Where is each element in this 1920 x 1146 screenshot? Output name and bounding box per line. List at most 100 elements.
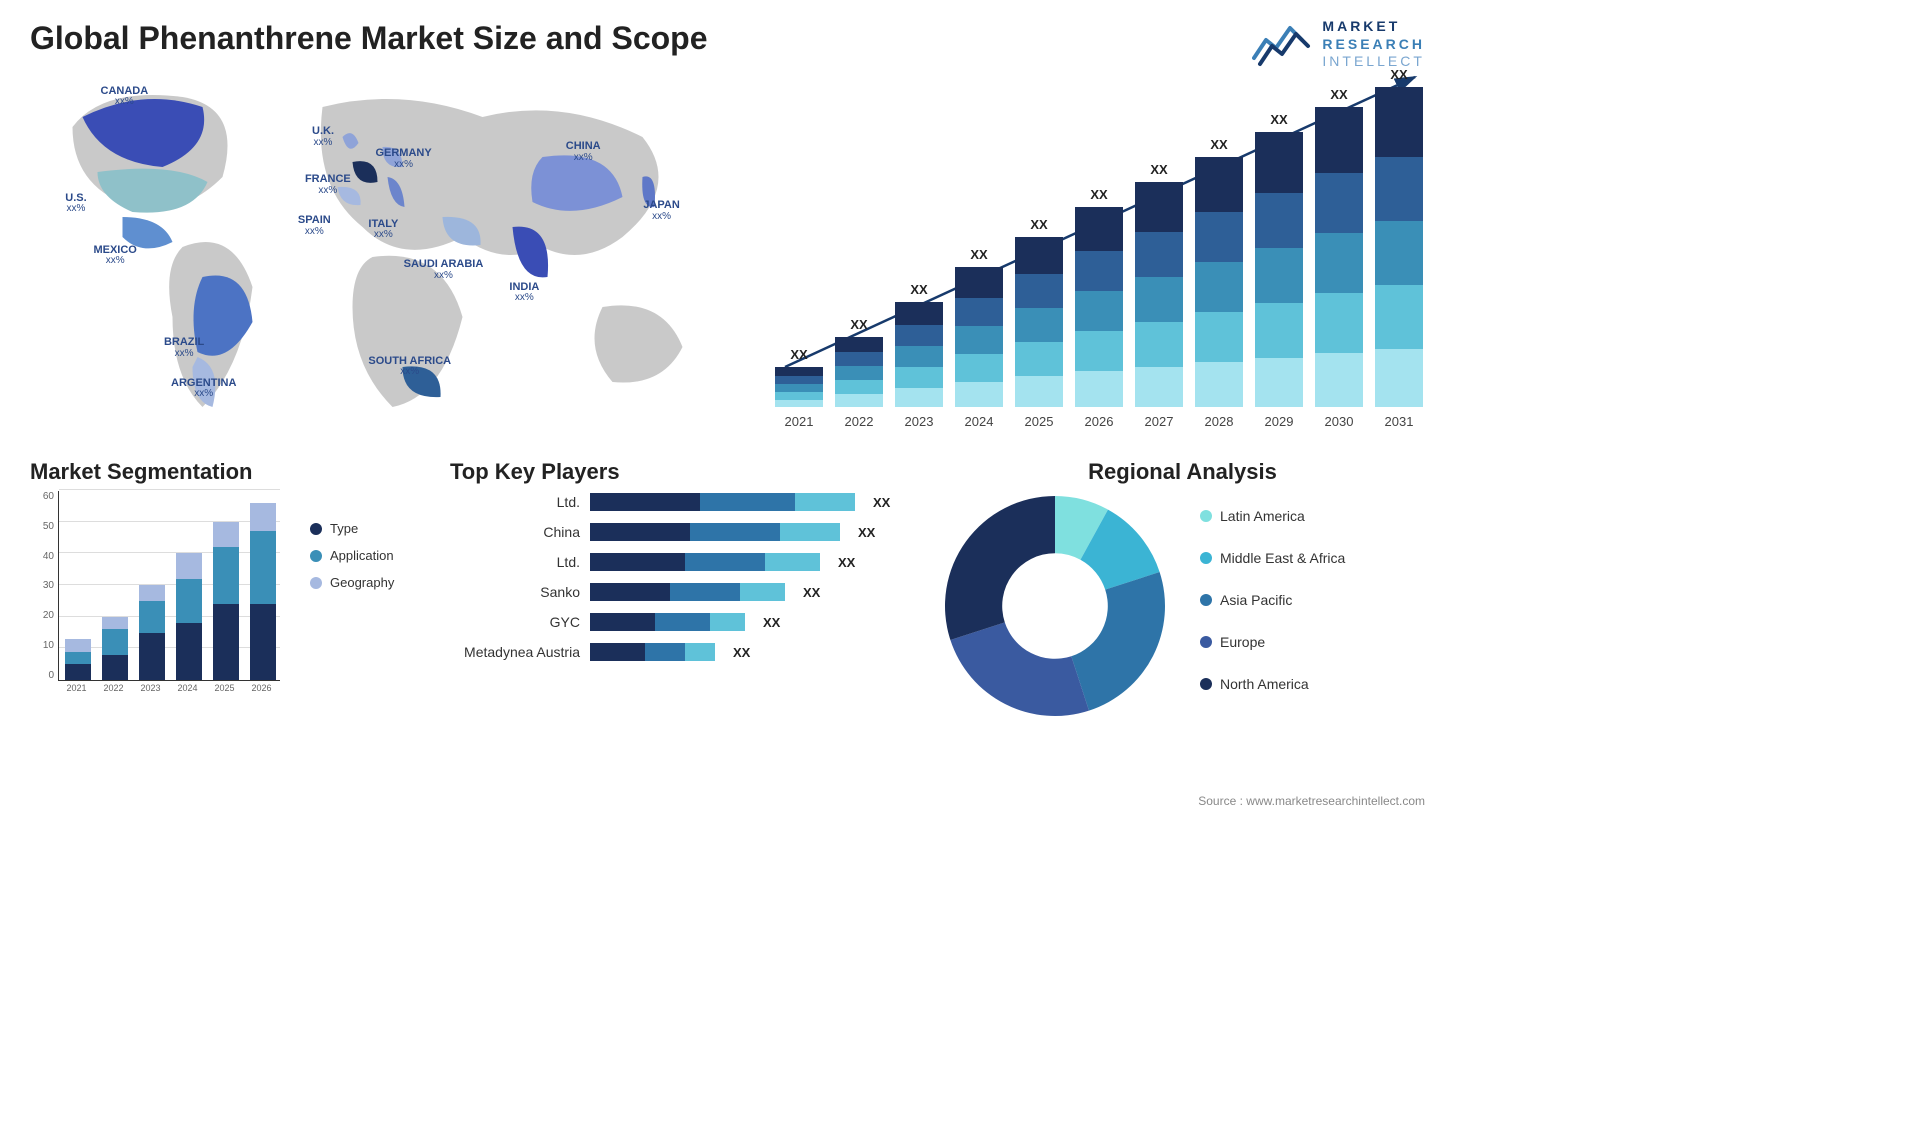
donut-slice-asia-pacific xyxy=(1071,572,1165,711)
logo-mark-icon xyxy=(1252,18,1312,68)
player-bar xyxy=(590,643,715,661)
growth-bar-value: XX xyxy=(1075,187,1123,202)
map-label-japan: JAPANxx% xyxy=(643,200,679,222)
player-label: Ltd. xyxy=(450,554,580,570)
player-value: XX xyxy=(838,555,855,570)
seg-bar-2024 xyxy=(176,553,202,680)
player-label: GYC xyxy=(450,614,580,630)
world-map: CANADAxx% U.S.xx% MEXICOxx% BRAZILxx% ARGENT… xyxy=(30,67,735,437)
map-label-china: CHINAxx% xyxy=(566,141,601,163)
map-label-uk: U.K.xx% xyxy=(312,126,334,148)
regional-legend-item: Asia Pacific xyxy=(1200,592,1345,608)
segmentation-legend: Type Application Geography xyxy=(310,521,394,602)
growth-year-label: 2031 xyxy=(1375,414,1423,429)
growth-bar-2030: XX xyxy=(1315,107,1363,407)
growth-bar-value: XX xyxy=(1375,67,1423,82)
growth-bar-2024: XX xyxy=(955,267,1003,407)
growth-bar-value: XX xyxy=(895,282,943,297)
map-label-italy: ITALYxx% xyxy=(368,219,398,241)
map-label-us: U.S.xx% xyxy=(65,193,86,215)
logo-text-2: RESEARCH xyxy=(1322,36,1425,54)
player-label: Sanko xyxy=(450,584,580,600)
player-bar xyxy=(590,613,745,631)
growth-bar-value: XX xyxy=(1015,217,1063,232)
player-row: Sanko XX xyxy=(450,583,920,601)
regional-legend-item: Latin America xyxy=(1200,508,1345,524)
growth-bar-2022: XX xyxy=(835,337,883,407)
page-title: Global Phenanthrene Market Size and Scop… xyxy=(30,20,1425,57)
growth-bar-value: XX xyxy=(835,317,883,332)
growth-bar-value: XX xyxy=(955,247,1003,262)
growth-year-label: 2026 xyxy=(1075,414,1123,429)
map-label-canada: CANADAxx% xyxy=(101,86,149,108)
player-value: XX xyxy=(858,525,875,540)
donut-slice-north-america xyxy=(945,496,1055,640)
player-label: Metadynea Austria xyxy=(450,644,580,660)
seg-bar-2026 xyxy=(250,503,276,680)
growth-bar-2021: XX xyxy=(775,367,823,407)
growth-year-label: 2030 xyxy=(1315,414,1363,429)
growth-bar-2028: XX xyxy=(1195,157,1243,407)
growth-bar-2023: XX xyxy=(895,302,943,407)
growth-bar-value: XX xyxy=(1195,137,1243,152)
player-label: China xyxy=(450,524,580,540)
growth-year-label: 2029 xyxy=(1255,414,1303,429)
seg-bar-2023 xyxy=(139,585,165,680)
player-row: China XX xyxy=(450,523,920,541)
donut-slice-europe xyxy=(950,622,1089,716)
map-label-spain: SPAINxx% xyxy=(298,215,331,237)
growth-bar-2029: XX xyxy=(1255,132,1303,407)
seg-legend-item: Geography xyxy=(310,575,394,590)
growth-year-label: 2024 xyxy=(955,414,1003,429)
player-bar xyxy=(590,553,820,571)
growth-bar-2025: XX xyxy=(1015,237,1063,407)
regional-legend: Latin America Middle East & Africa Asia Pa… xyxy=(1200,508,1345,704)
growth-bar-2026: XX xyxy=(1075,207,1123,407)
regional-legend-item: Middle East & Africa xyxy=(1200,550,1345,566)
map-label-france: FRANCExx% xyxy=(305,174,351,196)
regional-legend-item: North America xyxy=(1200,676,1345,692)
map-label-southafrica: SOUTH AFRICAxx% xyxy=(368,356,451,378)
growth-chart: XXXXXXXXXXXXXXXXXXXXXX 20212022202320242… xyxy=(765,67,1425,437)
seg-legend-item: Application xyxy=(310,548,394,563)
player-value: XX xyxy=(733,645,750,660)
player-bar xyxy=(590,523,840,541)
growth-bar-value: XX xyxy=(1315,87,1363,102)
map-label-saudiarabia: SAUDI ARABIAxx% xyxy=(404,259,484,281)
regional-legend-item: Europe xyxy=(1200,634,1345,650)
players-title: Top Key Players xyxy=(450,459,920,485)
growth-year-label: 2028 xyxy=(1195,414,1243,429)
map-label-brazil: BRAZILxx% xyxy=(164,337,204,359)
logo-text-1: MARKET xyxy=(1322,18,1425,36)
player-label: Ltd. xyxy=(450,494,580,510)
player-row: Ltd. XX xyxy=(450,553,920,571)
growth-bar-2031: XX xyxy=(1375,87,1423,407)
segmentation-title: Market Segmentation xyxy=(30,459,430,485)
growth-bar-2027: XX xyxy=(1135,182,1183,407)
seg-bar-2021 xyxy=(65,639,91,680)
regional-panel: Regional Analysis Latin AmericaMiddle Ea… xyxy=(940,459,1425,721)
map-label-argentina: ARGENTINAxx% xyxy=(171,378,236,400)
player-bar xyxy=(590,493,855,511)
seg-legend-item: Type xyxy=(310,521,394,536)
growth-year-label: 2027 xyxy=(1135,414,1183,429)
segmentation-panel: Market Segmentation 6050403020100 202120… xyxy=(30,459,430,701)
player-row: GYC XX xyxy=(450,613,920,631)
growth-year-label: 2021 xyxy=(775,414,823,429)
growth-bar-value: XX xyxy=(1135,162,1183,177)
player-value: XX xyxy=(873,495,890,510)
seg-bar-2025 xyxy=(213,522,239,680)
player-value: XX xyxy=(763,615,780,630)
seg-bar-2022 xyxy=(102,617,128,680)
growth-year-label: 2023 xyxy=(895,414,943,429)
player-value: XX xyxy=(803,585,820,600)
player-row: Metadynea Austria XX xyxy=(450,643,920,661)
growth-bar-value: XX xyxy=(775,347,823,362)
player-row: Ltd. XX xyxy=(450,493,920,511)
map-label-mexico: MEXICOxx% xyxy=(93,245,136,267)
growth-year-label: 2025 xyxy=(1015,414,1063,429)
map-label-germany: GERMANYxx% xyxy=(375,148,431,170)
map-country-usa xyxy=(98,169,208,213)
player-bar xyxy=(590,583,785,601)
players-panel: Top Key Players Ltd.XXChinaXXLtd.XXSanko… xyxy=(450,459,920,661)
